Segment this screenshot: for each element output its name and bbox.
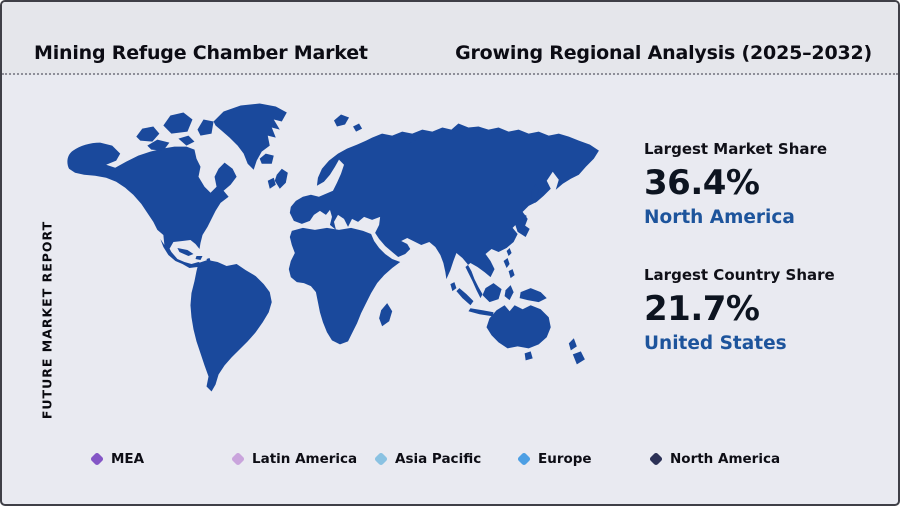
legend-label: Europe: [538, 451, 592, 467]
legend-dot-icon: [373, 451, 389, 467]
stat-region: North America: [644, 207, 795, 228]
legend-label: MEA: [111, 451, 145, 467]
legend-item-asia-pacific: Asia Pacific: [373, 449, 482, 469]
stat-region: United States: [644, 333, 787, 354]
title-bar: Mining Refuge Chamber Market Growing Reg…: [2, 2, 898, 75]
legend-label: North America: [670, 451, 781, 467]
brand-watermark: FUTURE MARKET REPORT: [39, 220, 55, 420]
legend-item-europe: Europe: [516, 449, 592, 469]
market-title: Mining Refuge Chamber Market: [34, 42, 368, 64]
legend-item-mea: MEA: [89, 449, 145, 469]
stat-value: 21.7%: [644, 289, 760, 329]
legend-label: Latin America: [252, 451, 358, 467]
stat-market-share: Largest Market Share 36.4% North America: [644, 140, 884, 228]
legend-dot-icon: [230, 451, 246, 467]
stat-label: Largest Market Share: [644, 140, 828, 158]
legend-dot-icon: [516, 451, 532, 467]
legend-item-north-america: North America: [648, 449, 781, 469]
legend-dot-icon: [89, 451, 105, 467]
legend: MEA Latin America Asia Pacific Europe No…: [2, 449, 898, 469]
world-map-svg: [67, 103, 599, 392]
world-map: [60, 90, 622, 412]
analysis-title: Growing Regional Analysis (2025–2032): [455, 42, 872, 64]
legend-item-latin-america: Latin America: [230, 449, 358, 469]
stats-panel: Largest Market Share 36.4% North America…: [644, 140, 884, 354]
legend-dot-icon: [648, 451, 664, 467]
stat-country-share: Largest Country Share 21.7% United State…: [644, 266, 884, 354]
legend-label: Asia Pacific: [395, 451, 482, 467]
stat-value: 36.4%: [644, 163, 760, 203]
stat-label: Largest Country Share: [644, 266, 835, 284]
